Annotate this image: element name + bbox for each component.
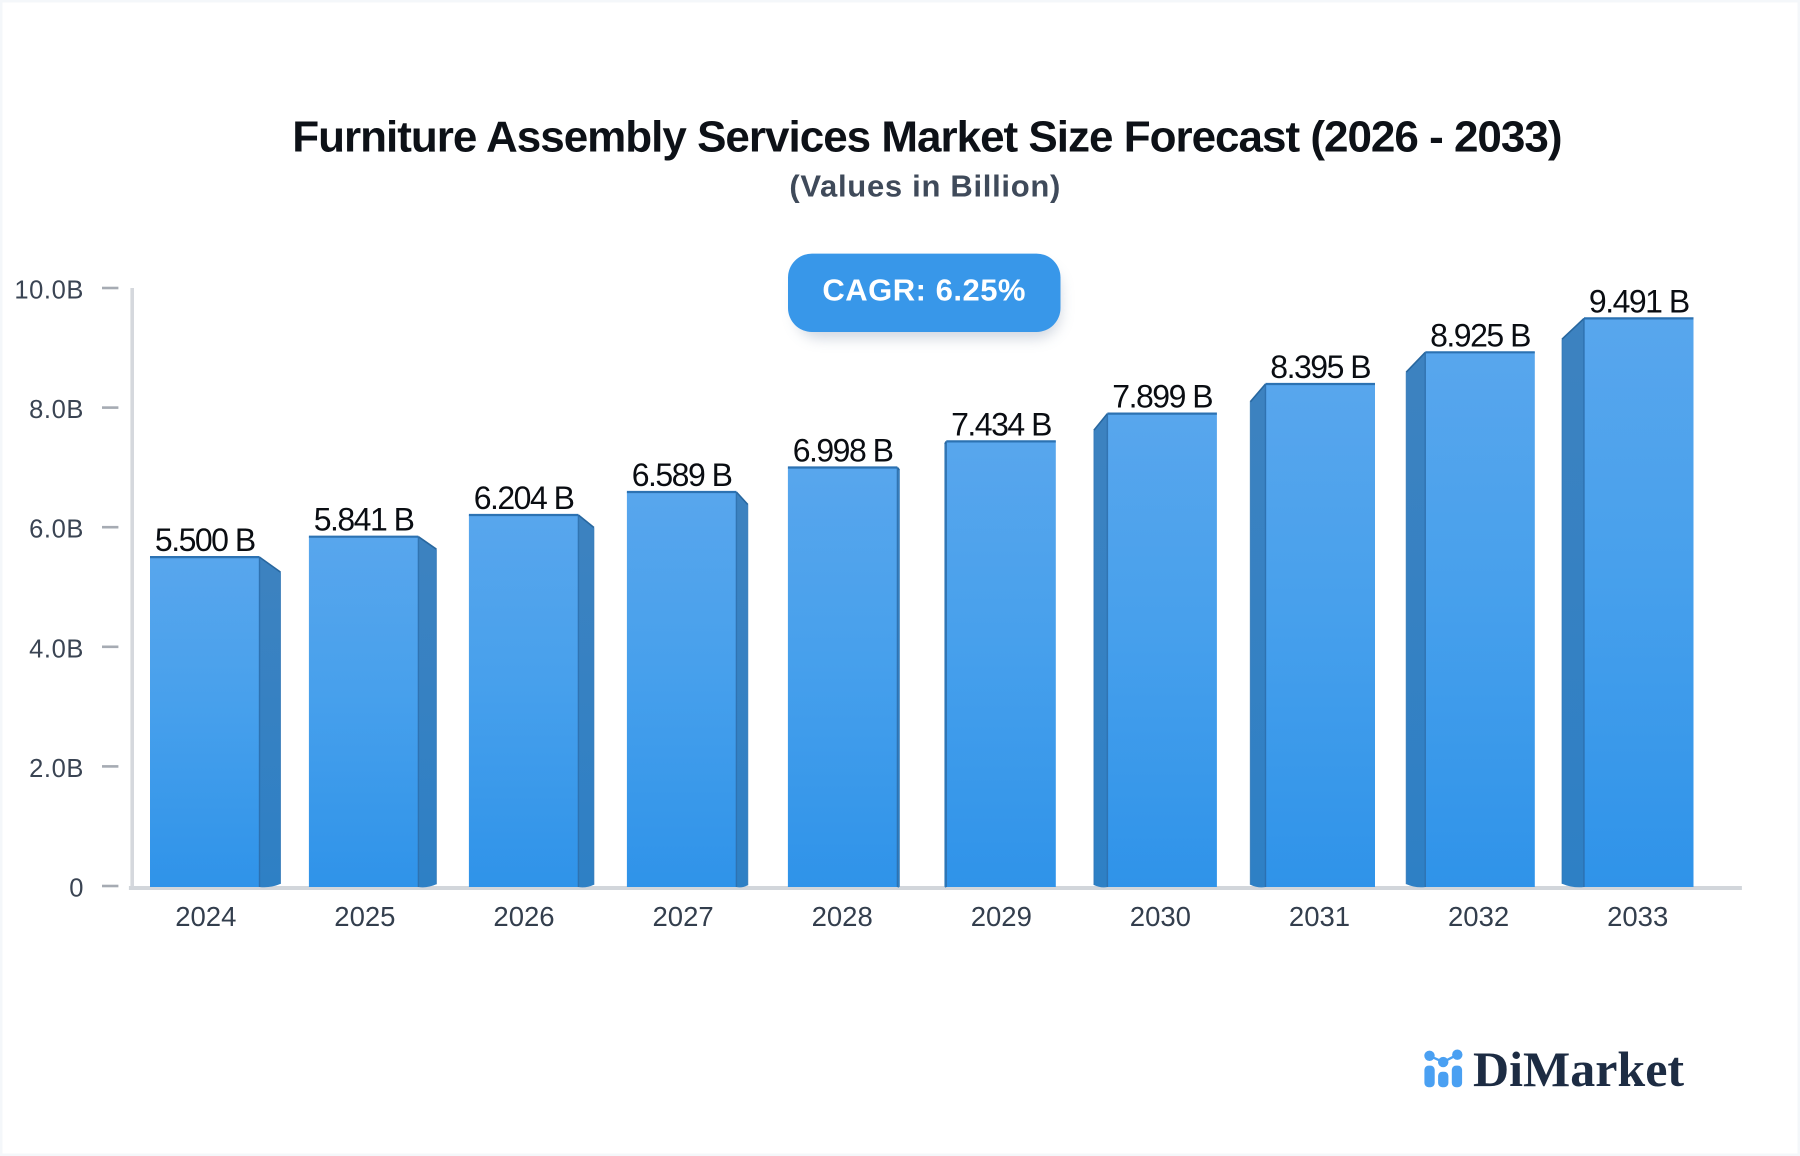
svg-text:2033: 2033 — [1607, 901, 1668, 932]
svg-text:2024: 2024 — [175, 901, 236, 932]
svg-text:6.204 B: 6.204 B — [474, 480, 574, 516]
svg-text:7.899 B: 7.899 B — [1112, 379, 1212, 415]
svg-text:6.589 B: 6.589 B — [632, 457, 732, 493]
svg-text:10.0B: 10.0B — [14, 277, 84, 305]
svg-text:7.434 B: 7.434 B — [951, 406, 1051, 442]
svg-text:6.0B: 6.0B — [29, 516, 84, 544]
svg-text:5.841 B: 5.841 B — [314, 502, 414, 538]
svg-text:2025: 2025 — [334, 901, 395, 932]
svg-text:8.0B: 8.0B — [29, 396, 84, 424]
svg-text:2030: 2030 — [1130, 901, 1191, 932]
svg-text:0: 0 — [69, 875, 84, 903]
svg-text:2027: 2027 — [653, 901, 714, 932]
svg-text:8.395 B: 8.395 B — [1270, 349, 1370, 385]
svg-text:2026: 2026 — [493, 901, 554, 932]
svg-text:2028: 2028 — [812, 901, 873, 932]
svg-text:6.998 B: 6.998 B — [793, 433, 893, 469]
svg-text:(Values in Billion): (Values in Billion) — [789, 168, 1061, 203]
svg-text:4.0B: 4.0B — [29, 635, 84, 663]
svg-text:DiMarket: DiMarket — [1473, 1041, 1684, 1097]
svg-text:Furniture Assembly Services Ma: Furniture Assembly Services Market Size … — [292, 113, 1561, 162]
svg-text:2029: 2029 — [971, 901, 1032, 932]
svg-text:CAGR: 6.25%: CAGR: 6.25% — [822, 272, 1026, 307]
svg-text:2.0B: 2.0B — [29, 755, 84, 783]
svg-text:5.500 B: 5.500 B — [155, 522, 255, 558]
svg-text:8.925 B: 8.925 B — [1430, 317, 1530, 353]
svg-text:2031: 2031 — [1289, 901, 1350, 932]
svg-text:2032: 2032 — [1448, 901, 1509, 932]
svg-text:9.491 B: 9.491 B — [1589, 283, 1689, 319]
